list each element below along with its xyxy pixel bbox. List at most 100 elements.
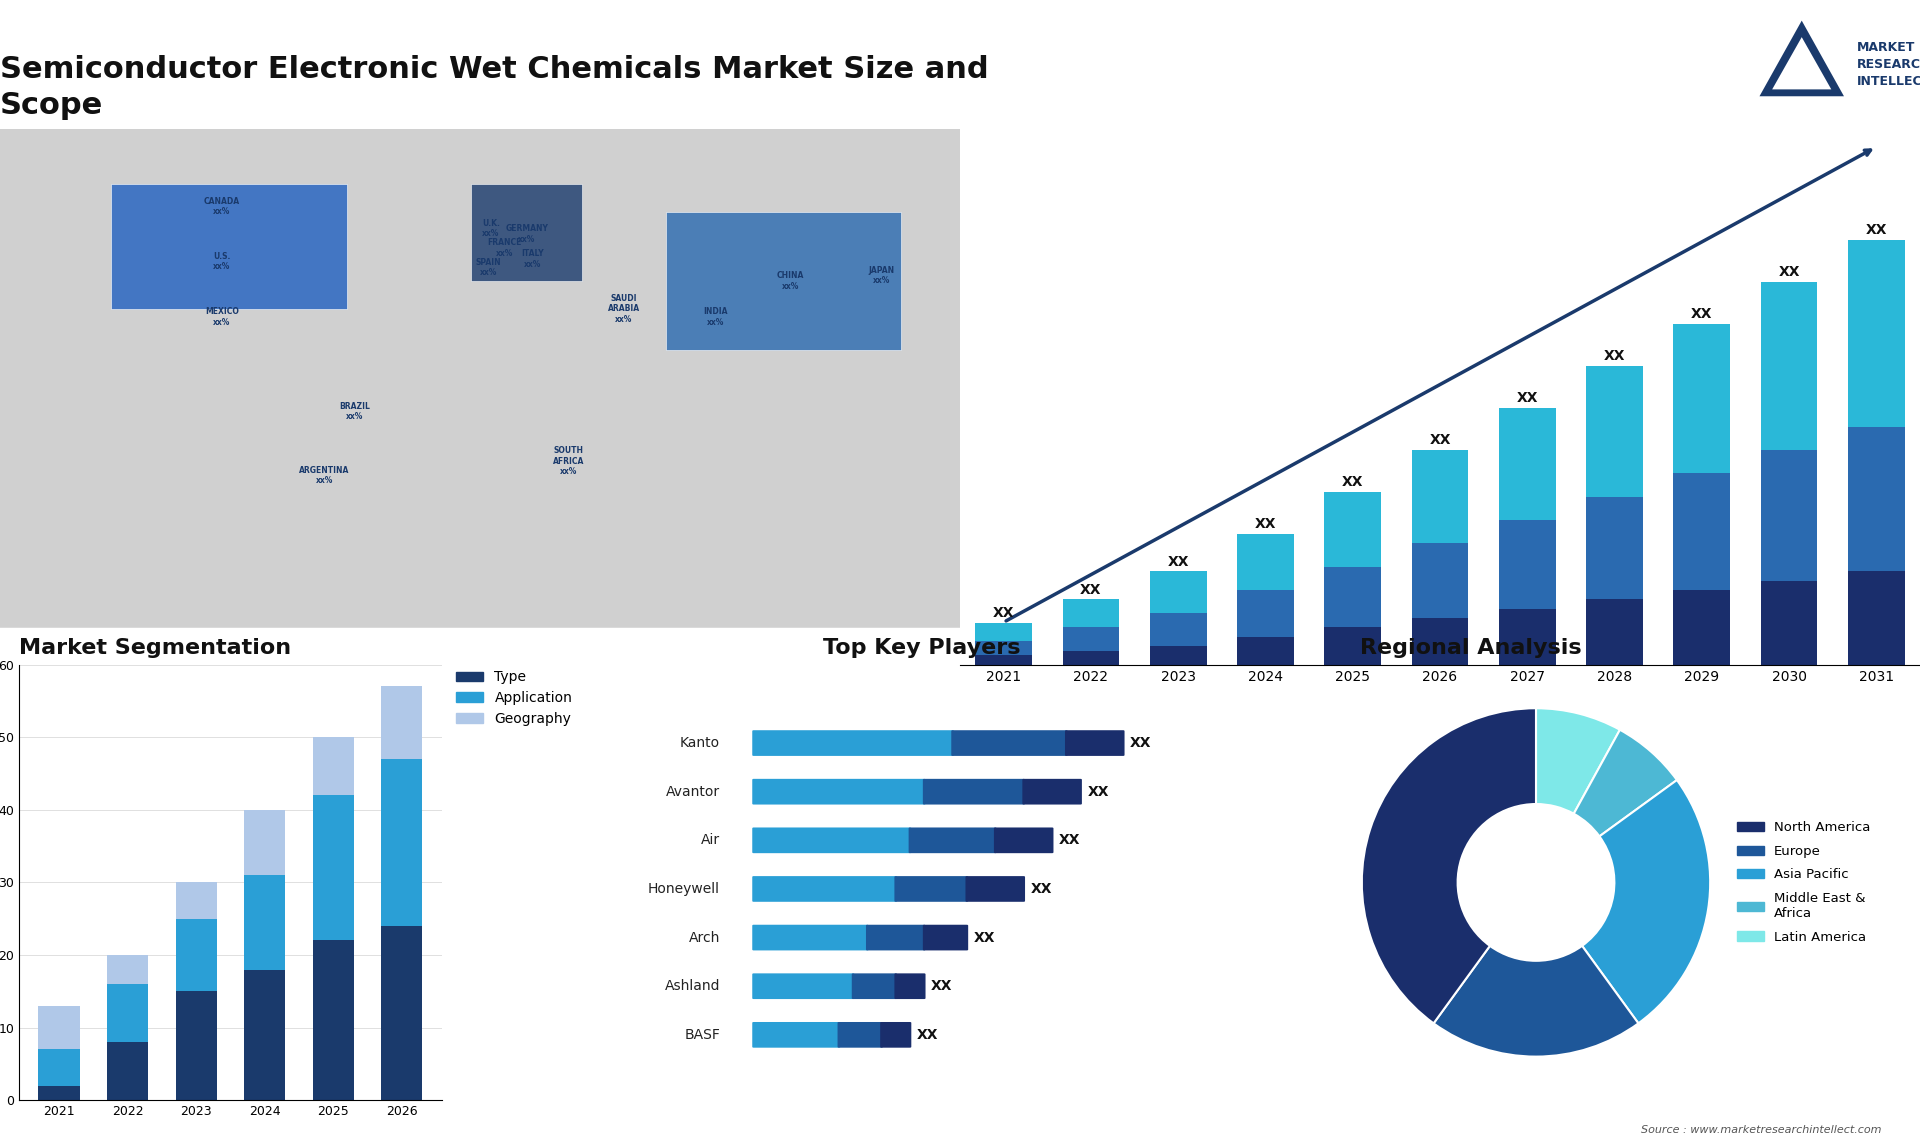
- Bar: [313, 737, 353, 795]
- Text: XX: XX: [993, 606, 1014, 620]
- Text: XX: XX: [1778, 266, 1799, 280]
- Bar: [975, 656, 1033, 665]
- Bar: [1150, 572, 1206, 613]
- Polygon shape: [472, 185, 582, 281]
- Bar: [1586, 599, 1644, 665]
- Text: Honeywell: Honeywell: [649, 882, 720, 896]
- Bar: [1674, 590, 1730, 665]
- Text: XX: XX: [1342, 476, 1363, 489]
- Text: GERMANY
xx%: GERMANY xx%: [505, 225, 549, 244]
- Text: U.S.
xx%: U.S. xx%: [213, 252, 230, 272]
- Polygon shape: [111, 185, 348, 308]
- Text: Market Segmentation: Market Segmentation: [19, 637, 292, 658]
- Bar: [108, 955, 148, 984]
- Text: XX: XX: [931, 979, 952, 994]
- Bar: [1062, 651, 1119, 665]
- Text: SPAIN
xx%: SPAIN xx%: [476, 258, 501, 277]
- Bar: [175, 919, 217, 991]
- Text: MEXICO
xx%: MEXICO xx%: [205, 307, 238, 327]
- FancyBboxPatch shape: [753, 973, 854, 999]
- Text: Air: Air: [701, 833, 720, 847]
- Bar: [1236, 637, 1294, 665]
- Bar: [1586, 367, 1644, 496]
- Text: MARKET
RESEARCH
INTELLECT: MARKET RESEARCH INTELLECT: [1857, 41, 1920, 88]
- Bar: [975, 622, 1033, 642]
- Wedge shape: [1361, 708, 1536, 1023]
- Bar: [1411, 450, 1469, 543]
- FancyBboxPatch shape: [0, 128, 998, 628]
- Bar: [1062, 599, 1119, 627]
- Bar: [1761, 581, 1818, 665]
- Legend: Type, Application, Geography: Type, Application, Geography: [449, 665, 578, 731]
- FancyBboxPatch shape: [753, 925, 868, 950]
- Text: XX: XX: [1517, 391, 1538, 406]
- Text: XX: XX: [1692, 307, 1713, 321]
- Text: U.K.
xx%: U.K. xx%: [482, 219, 499, 238]
- Text: Kanto: Kanto: [680, 736, 720, 751]
- Text: XX: XX: [973, 931, 995, 944]
- Bar: [313, 795, 353, 941]
- Bar: [1150, 646, 1206, 665]
- FancyBboxPatch shape: [1066, 730, 1125, 756]
- Polygon shape: [666, 212, 900, 351]
- Text: Avantor: Avantor: [666, 785, 720, 799]
- FancyBboxPatch shape: [753, 730, 954, 756]
- Bar: [382, 686, 422, 759]
- Bar: [244, 970, 286, 1100]
- Text: XX: XX: [1866, 223, 1887, 237]
- Bar: [38, 1006, 79, 1050]
- Text: SAUDI
ARABIA
xx%: SAUDI ARABIA xx%: [609, 293, 639, 324]
- FancyBboxPatch shape: [866, 925, 925, 950]
- Bar: [1761, 450, 1818, 581]
- Text: XX: XX: [1254, 517, 1277, 532]
- FancyBboxPatch shape: [950, 730, 1068, 756]
- Text: BRAZIL
xx%: BRAZIL xx%: [340, 402, 371, 422]
- Bar: [38, 1085, 79, 1100]
- Bar: [1325, 627, 1380, 665]
- Bar: [975, 642, 1033, 656]
- Text: XX: XX: [1167, 555, 1188, 568]
- Bar: [1062, 627, 1119, 651]
- Bar: [1500, 609, 1555, 665]
- Bar: [1236, 534, 1294, 590]
- FancyBboxPatch shape: [753, 1022, 841, 1047]
- Text: FRANCE
xx%: FRANCE xx%: [488, 238, 522, 258]
- Text: Arch: Arch: [689, 931, 720, 944]
- Bar: [108, 984, 148, 1042]
- Bar: [1325, 492, 1380, 567]
- Bar: [1411, 618, 1469, 665]
- FancyBboxPatch shape: [895, 973, 925, 999]
- Bar: [244, 810, 286, 876]
- Polygon shape: [1759, 21, 1843, 96]
- Text: XX: XX: [1087, 785, 1108, 799]
- FancyBboxPatch shape: [908, 827, 996, 853]
- Bar: [1761, 282, 1818, 450]
- Wedge shape: [1434, 945, 1638, 1057]
- Wedge shape: [1536, 708, 1620, 814]
- Bar: [382, 759, 422, 926]
- Text: XX: XX: [1428, 433, 1452, 447]
- Text: Ashland: Ashland: [664, 979, 720, 994]
- FancyBboxPatch shape: [966, 876, 1025, 902]
- Text: XX: XX: [1603, 350, 1626, 363]
- Bar: [1847, 572, 1905, 665]
- Bar: [1847, 426, 1905, 572]
- Text: XX: XX: [1031, 882, 1052, 896]
- FancyBboxPatch shape: [753, 876, 897, 902]
- Wedge shape: [1574, 730, 1676, 837]
- Text: XX: XX: [916, 1028, 939, 1042]
- Text: XX: XX: [1058, 833, 1081, 847]
- Text: CANADA
xx%: CANADA xx%: [204, 196, 240, 215]
- Text: Semiconductor Electronic Wet Chemicals Market Size and
Scope: Semiconductor Electronic Wet Chemicals M…: [0, 55, 989, 120]
- FancyBboxPatch shape: [879, 1022, 912, 1047]
- Bar: [1674, 324, 1730, 473]
- Bar: [108, 1042, 148, 1100]
- Bar: [38, 1050, 79, 1085]
- FancyBboxPatch shape: [852, 973, 897, 999]
- Bar: [175, 882, 217, 919]
- Text: JAPAN
xx%: JAPAN xx%: [870, 266, 895, 285]
- Text: XX: XX: [1081, 582, 1102, 597]
- Text: Source : www.marketresearchintellect.com: Source : www.marketresearchintellect.com: [1642, 1124, 1882, 1135]
- Bar: [1500, 520, 1555, 609]
- Bar: [1411, 543, 1469, 618]
